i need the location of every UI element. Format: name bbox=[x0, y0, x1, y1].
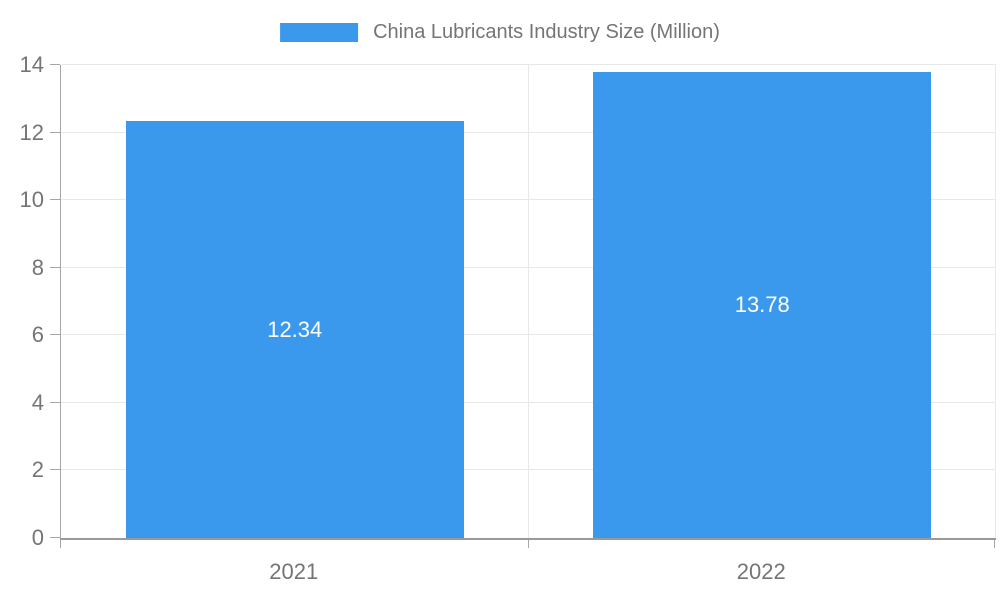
y-axis-tick-label: 12 bbox=[19, 119, 44, 145]
legend-swatch bbox=[280, 22, 359, 42]
grid-line-horizontal bbox=[61, 266, 996, 268]
bar-2021[interactable]: 12.34 bbox=[125, 121, 464, 538]
grid-line-horizontal bbox=[61, 334, 996, 336]
y-axis-tick-label: 0 bbox=[31, 525, 44, 550]
legend-label: China Lubricants Industry Size (Million) bbox=[373, 21, 720, 43]
legend-item[interactable]: China Lubricants Industry Size (Million) bbox=[280, 21, 720, 43]
x-axis: 2021 2022 bbox=[60, 540, 995, 600]
grid-line-vertical bbox=[527, 65, 529, 538]
y-axis-tick-label: 8 bbox=[31, 254, 44, 280]
x-axis-category-label: 2022 bbox=[736, 559, 786, 584]
bar-2022[interactable]: 13.78 bbox=[593, 72, 932, 538]
x-axis-tick-mark bbox=[60, 540, 61, 548]
grid-line-horizontal bbox=[61, 401, 996, 403]
x-axis-category-label: 2021 bbox=[269, 559, 319, 584]
grid-line-vertical bbox=[995, 65, 996, 538]
y-axis-tick-mark bbox=[50, 199, 60, 201]
y-axis-tick-mark bbox=[50, 537, 60, 538]
x-axis-tick-mark bbox=[527, 540, 529, 548]
bar-value-label: 13.78 bbox=[734, 292, 790, 318]
y-axis-tick-mark bbox=[50, 64, 60, 65]
y-axis-tick-label: 2 bbox=[31, 457, 44, 483]
y-axis-tick-label: 14 bbox=[19, 52, 44, 77]
y-axis-tick-mark bbox=[50, 334, 60, 336]
grid-line-horizontal bbox=[61, 64, 996, 65]
y-axis-tick-mark bbox=[50, 469, 60, 471]
grid-line-horizontal bbox=[61, 131, 996, 133]
y-axis: 0 2 4 6 8 10 12 14 bbox=[0, 52, 60, 550]
y-axis-tick-label: 10 bbox=[19, 187, 44, 213]
grid-line-horizontal bbox=[61, 469, 996, 471]
bar-value-label: 12.34 bbox=[267, 316, 323, 342]
y-axis-tick-mark bbox=[50, 401, 60, 403]
y-axis-tick-label: 6 bbox=[31, 322, 44, 348]
y-axis-tick-label: 4 bbox=[31, 389, 44, 415]
y-axis-tick-mark bbox=[50, 266, 60, 268]
x-axis-tick-mark bbox=[994, 540, 995, 548]
plot-area: 12.34 13.78 bbox=[60, 64, 996, 540]
grid-line-horizontal bbox=[61, 199, 996, 201]
y-axis-tick-mark bbox=[50, 131, 60, 133]
